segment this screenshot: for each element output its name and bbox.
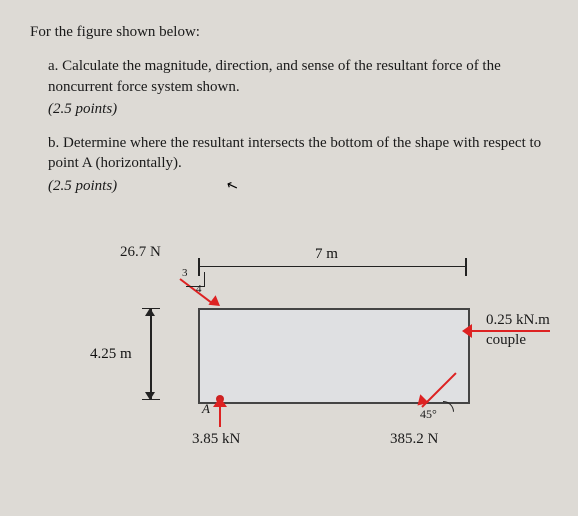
force-a-label: 3.85 kN — [192, 429, 240, 449]
qb-body: Determine where the resultant intersects… — [48, 135, 541, 171]
dim-top-line — [198, 266, 466, 268]
intro-text: For the figure shown below: — [30, 22, 548, 42]
force-tl-slope-rise: 3 — [182, 266, 188, 281]
dim-top-tick-right — [465, 258, 467, 276]
qb-points: (2.5 points) — [48, 176, 548, 196]
figure: 7 m 4.25 m 26.7 N 3 4 A 3.85 kN 45° 385.… — [90, 216, 578, 446]
force-a-arrow-head-icon — [213, 397, 227, 407]
qa-body: Calculate the magnitude, direction, and … — [48, 58, 501, 94]
question-a: a. Calculate the magnitude, direction, a… — [48, 56, 548, 119]
dim-left-arrow-bottom-icon — [145, 392, 155, 400]
force-tl-slope-run: 4 — [196, 282, 202, 297]
qa-lead: a. — [48, 58, 62, 74]
dim-left-arrow-top-icon — [145, 308, 155, 316]
dim-top-label: 7 m — [315, 244, 338, 264]
dim-left-label: 4.25 m — [90, 344, 132, 364]
force-tl-label: 26.7 N — [120, 242, 161, 262]
force-br-angle-label: 45° — [420, 406, 437, 422]
couple-arrow-head-icon — [462, 324, 472, 338]
dim-left-line — [150, 308, 152, 400]
question-b: b. Determine where the resultant interse… — [48, 133, 548, 196]
point-a-label: A — [202, 400, 210, 418]
body-rectangle — [198, 308, 470, 404]
qa-points: (2.5 points) — [48, 99, 548, 119]
couple-label: 0.25 kN.m couple — [486, 310, 578, 351]
qb-lead: b. — [48, 135, 63, 151]
problem-page: For the figure shown below: a. Calculate… — [0, 0, 578, 468]
force-br-label: 385.2 N — [390, 429, 438, 449]
